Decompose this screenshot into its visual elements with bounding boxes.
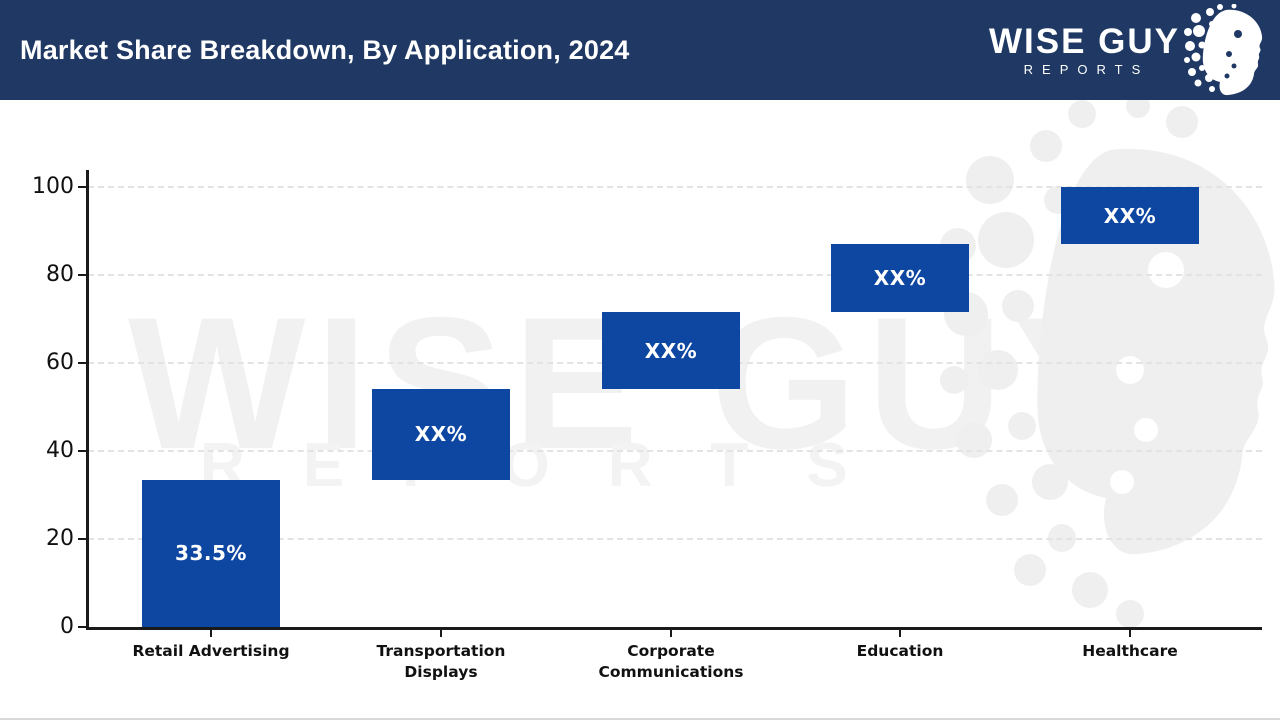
x-axis-category-label: Retail Advertising [132, 642, 290, 660]
y-axis-tick [78, 450, 87, 452]
bar-education: XX% [831, 244, 969, 313]
bar-healthcare: XX% [1061, 187, 1199, 245]
x-axis-category-label: Healthcare [1082, 642, 1178, 660]
bar-value-label: XX% [414, 422, 468, 447]
chart-area: WISE GUY REPORTS [0, 100, 1280, 718]
x-axis-tick [440, 629, 442, 637]
x-axis-tick [899, 629, 901, 637]
wiseguy-logo: WISE GUY REPORTS [989, 4, 1266, 96]
x-axis-category-label: Education [856, 642, 944, 660]
y-axis-line [86, 170, 89, 629]
logo-wordmark-sub: REPORTS [1023, 62, 1150, 77]
bar-value-label: 33.5% [175, 541, 247, 566]
x-axis-tick [210, 629, 212, 637]
x-axis-category-label: Transportation Displays [376, 642, 506, 681]
y-axis-tick [78, 538, 87, 540]
y-axis-tick-label: 60 [46, 350, 74, 375]
bar-value-label: XX% [873, 266, 927, 291]
gridline-40 [88, 450, 1262, 452]
x-axis-category-label: Corporate Communications [598, 642, 744, 681]
y-axis-tick-label: 100 [32, 174, 74, 199]
logo-wordmark: WISE GUY REPORTS [989, 24, 1180, 76]
gridline-80 [88, 274, 1262, 276]
y-axis-tick-label: 20 [46, 526, 74, 551]
y-axis-tick [78, 274, 87, 276]
bar-transportation-displays: XX% [372, 389, 510, 480]
gridline-20 [88, 538, 1262, 540]
header-bar: Market Share Breakdown, By Application, … [0, 0, 1280, 100]
x-axis-tick [1129, 629, 1131, 637]
gridline-100 [88, 186, 1262, 188]
logo-wordmark-main: WISE GUY [988, 22, 1180, 61]
x-axis-tick [670, 629, 672, 637]
bar-corporate-communications: XX% [602, 312, 740, 390]
x-axis-line [86, 627, 1262, 630]
bar-value-label: XX% [644, 338, 698, 363]
y-axis-tick-label: 0 [60, 614, 74, 639]
y-axis-tick-label: 40 [46, 438, 74, 463]
y-axis-tick-label: 80 [46, 262, 74, 287]
y-axis-tick [78, 626, 87, 628]
waterfall-chart: 0 20 40 60 80 100 33.5% Retail Advertising XX% Tr… [0, 100, 1280, 718]
page-title: Market Share Breakdown, By Application, … [20, 34, 630, 65]
bar-value-label: XX% [1103, 203, 1157, 228]
bar-retail-advertising: 33.5% [142, 479, 280, 627]
footer-divider [0, 718, 1280, 720]
y-axis-tick [78, 186, 87, 188]
logo-head-icon [1184, 4, 1263, 96]
y-axis-tick [78, 362, 87, 364]
